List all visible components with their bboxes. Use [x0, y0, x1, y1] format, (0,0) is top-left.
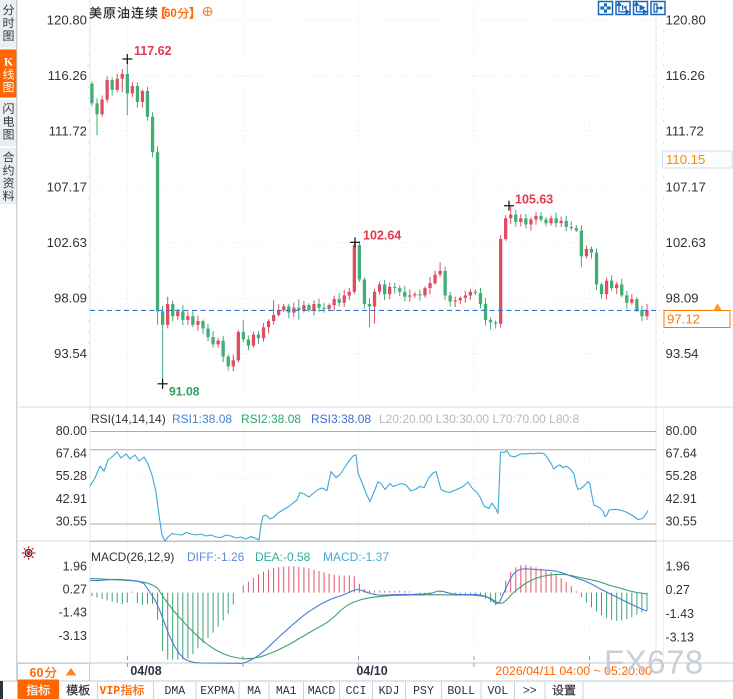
svg-text:DIFF:-1.26: DIFF:-1.26	[187, 550, 245, 564]
svg-text:102.64: 102.64	[363, 229, 401, 243]
svg-text:VIP: VIP	[100, 685, 121, 698]
svg-text:111.72: 111.72	[666, 124, 704, 139]
svg-text:0.27: 0.27	[63, 583, 87, 597]
svg-text:-1.43: -1.43	[59, 606, 88, 620]
svg-text:98.09: 98.09	[666, 291, 699, 306]
svg-text:2026/04/11 04:00 ~ 05:20:00: 2026/04/11 04:00 ~ 05:20:00	[495, 664, 652, 678]
svg-text:117.62: 117.62	[134, 44, 172, 58]
svg-text:80.00: 80.00	[666, 424, 697, 438]
svg-text:PSY: PSY	[413, 685, 434, 698]
svg-text:116.26: 116.26	[48, 68, 87, 83]
svg-text:105.63: 105.63	[515, 193, 553, 207]
svg-text:EXPMA: EXPMA	[200, 685, 235, 698]
svg-text:102.63: 102.63	[666, 235, 706, 250]
svg-text:93.54: 93.54	[54, 346, 87, 361]
svg-text:L20:20.00 L30:30.00 L70:70.0: L20:20.00 L30:30.00 L70:70.00 L80:8	[379, 412, 580, 426]
svg-text:04/08: 04/08	[130, 664, 161, 678]
svg-text:60: 60	[30, 666, 44, 680]
svg-text:116.26: 116.26	[666, 68, 705, 83]
svg-text:107.17: 107.17	[666, 179, 706, 194]
svg-text:-3.13: -3.13	[666, 631, 695, 645]
svg-text:60: 60	[164, 8, 177, 20]
svg-text:102.63: 102.63	[47, 235, 87, 250]
svg-text:55.28: 55.28	[56, 469, 87, 483]
svg-text:RSI1:38.08: RSI1:38.08	[172, 412, 232, 426]
svg-text:RSI3:38.08: RSI3:38.08	[311, 412, 371, 426]
svg-text:55.28: 55.28	[666, 469, 697, 483]
svg-text:120.80: 120.80	[47, 13, 87, 28]
svg-text:RSI2:38.08: RSI2:38.08	[241, 412, 301, 426]
svg-text:DMA: DMA	[164, 685, 185, 698]
svg-text:97.12: 97.12	[667, 312, 700, 327]
svg-text:0.27: 0.27	[666, 583, 690, 597]
svg-text:30.55: 30.55	[666, 514, 697, 528]
svg-text:42.91: 42.91	[56, 492, 87, 506]
svg-text:CCI: CCI	[346, 685, 367, 698]
svg-text:DEA:-0.58: DEA:-0.58	[255, 550, 311, 564]
svg-text:-3.13: -3.13	[59, 629, 88, 643]
svg-text:MACD: MACD	[308, 685, 336, 698]
svg-text:BOLL: BOLL	[447, 685, 475, 698]
svg-text:VOL: VOL	[487, 685, 508, 698]
svg-text:K: K	[4, 54, 14, 68]
svg-text:RSI(14,14,14): RSI(14,14,14)	[91, 412, 166, 426]
svg-text:42.91: 42.91	[666, 492, 697, 506]
svg-text:MA: MA	[247, 685, 261, 698]
svg-text:MA1: MA1	[276, 685, 297, 698]
svg-text:120.80: 120.80	[666, 13, 706, 28]
svg-text:80.00: 80.00	[56, 424, 87, 438]
svg-text:MACD(26,12,9): MACD(26,12,9)	[91, 550, 174, 564]
svg-text:04/10: 04/10	[356, 664, 387, 678]
svg-text:FX678: FX678	[604, 644, 704, 681]
svg-text:67.64: 67.64	[666, 447, 697, 461]
svg-text:-1.43: -1.43	[666, 607, 695, 621]
svg-text:1.96: 1.96	[63, 560, 87, 574]
svg-text:110.15: 110.15	[666, 152, 705, 167]
svg-text:1.96: 1.96	[666, 560, 690, 574]
svg-text:30.55: 30.55	[56, 514, 87, 528]
svg-text:>>: >>	[523, 685, 537, 698]
svg-text:KDJ: KDJ	[379, 685, 400, 698]
svg-text:67.64: 67.64	[56, 447, 87, 461]
svg-text:91.08: 91.08	[169, 385, 200, 399]
svg-text:93.54: 93.54	[666, 346, 699, 361]
svg-text:MACD:-1.37: MACD:-1.37	[323, 550, 389, 564]
svg-text:107.17: 107.17	[47, 179, 87, 194]
svg-text:111.72: 111.72	[49, 124, 87, 139]
svg-text:98.09: 98.09	[54, 291, 87, 306]
